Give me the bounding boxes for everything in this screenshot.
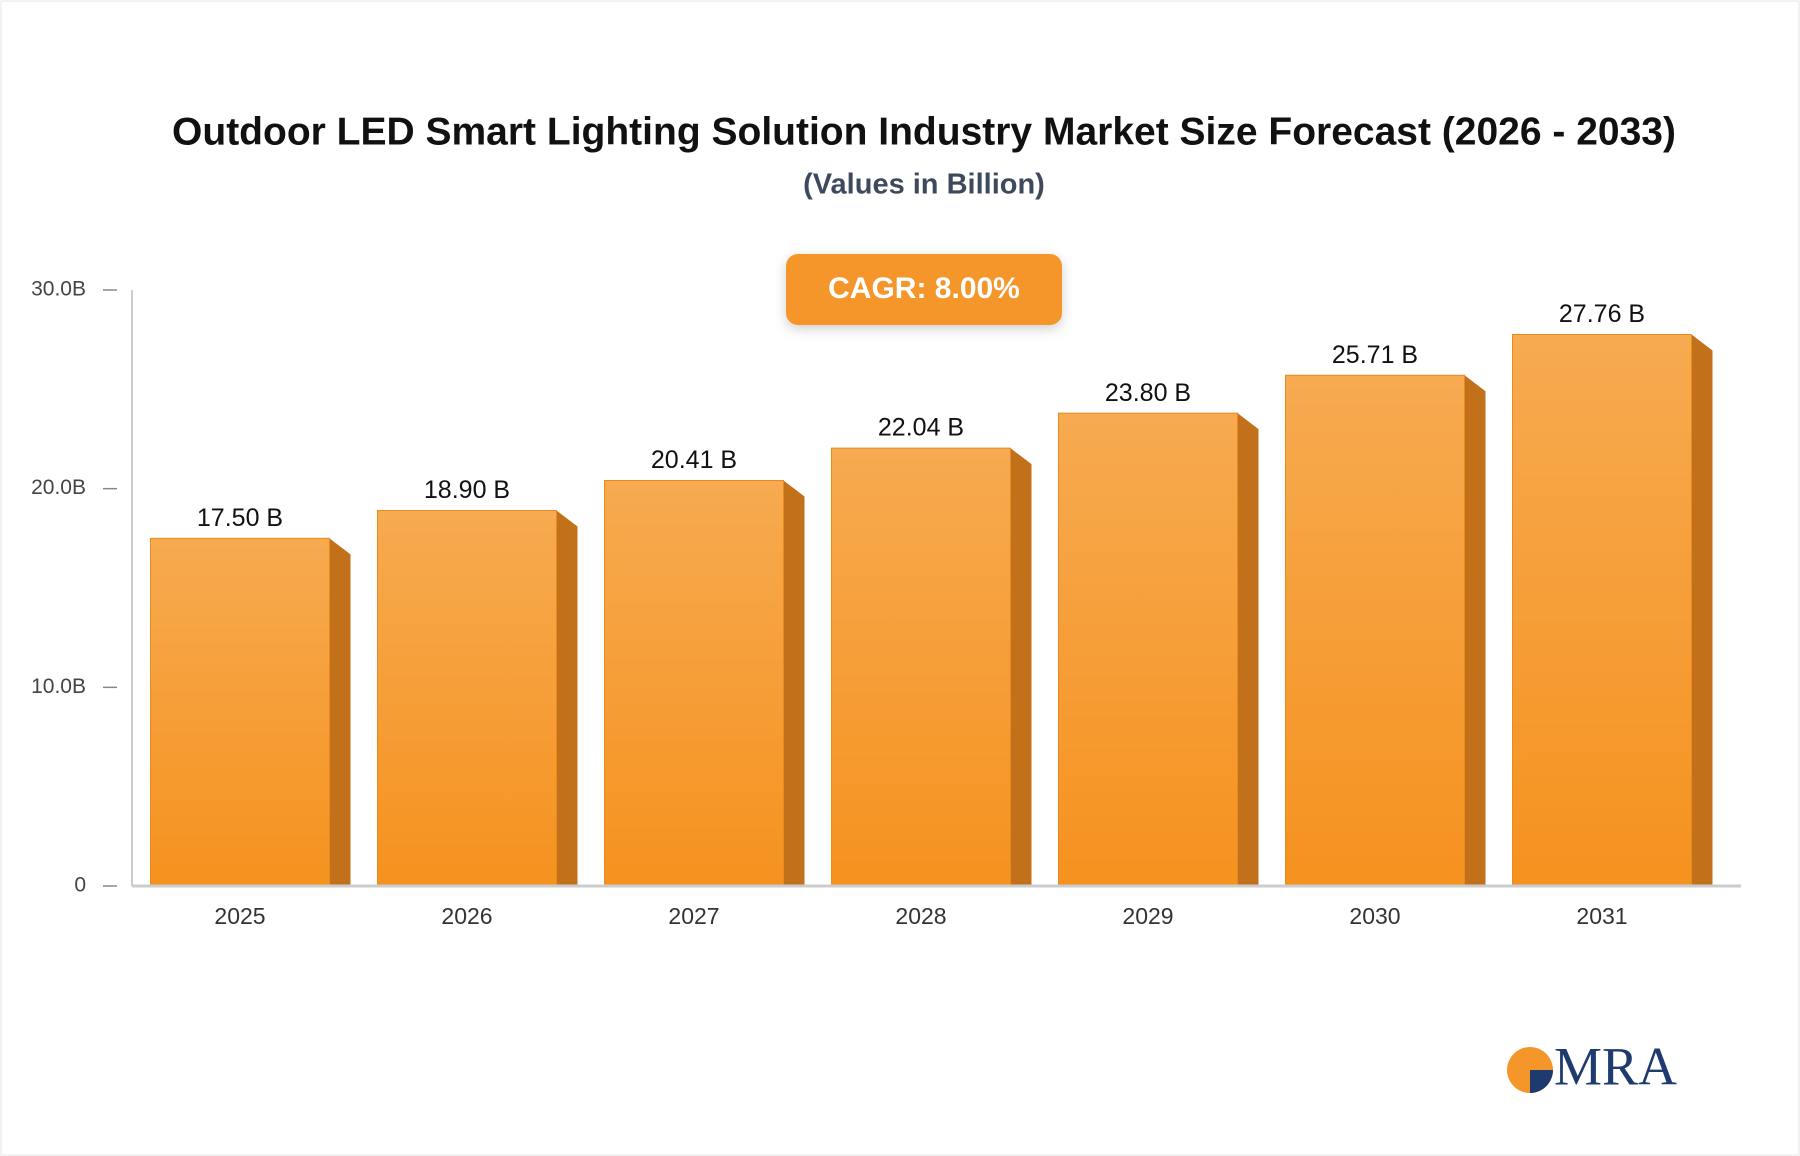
value-label: 22.04 B: [878, 414, 964, 442]
value-label: 18.90 B: [424, 476, 510, 504]
x-tick-label: 2029: [1122, 903, 1173, 929]
bar: [1285, 374, 1465, 887]
bar: [1058, 412, 1238, 887]
value-label: 17.50 B: [197, 504, 283, 532]
y-tick-label: 20.0B: [31, 476, 86, 499]
y-tick-label: 10.0B: [31, 675, 86, 698]
x-tick-label: 2030: [1349, 903, 1400, 929]
chart-title: Outdoor LED Smart Lighting Solution Indu…: [172, 110, 1676, 153]
bar-side: [329, 538, 351, 886]
y-tick-label: 0: [74, 874, 86, 897]
bar-side: [1691, 334, 1713, 886]
bar: [377, 510, 557, 887]
bar-side: [783, 480, 805, 886]
bar-side: [1464, 375, 1486, 886]
bar-side: [1010, 448, 1032, 886]
cagr-text: CAGR: 8.00%: [828, 272, 1020, 305]
logo-icon-part: [1530, 1070, 1553, 1093]
cagr-badge: [786, 254, 1062, 325]
value-label: 23.80 B: [1105, 379, 1191, 407]
bar: [150, 537, 330, 887]
chart-subtitle: (Values in Billion): [803, 169, 1045, 201]
logo-text: MRA: [1554, 1036, 1677, 1096]
value-label: 20.41 B: [651, 446, 737, 474]
x-tick-label: 2027: [668, 903, 719, 929]
bar-side: [556, 510, 578, 886]
x-tick-label: 2031: [1576, 903, 1627, 929]
x-tick-label: 2028: [895, 903, 946, 929]
bar: [831, 447, 1011, 887]
logo: MRA: [1507, 1036, 1677, 1096]
plot: 0 10.0B 20.0B 30.0B 17.50 B 2025 18.90 B 2026 20…: [31, 278, 1741, 929]
bar: [604, 480, 784, 887]
bar: [1512, 334, 1692, 887]
bar-side: [1237, 413, 1259, 886]
value-label: 27.76 B: [1559, 300, 1645, 328]
value-label: 25.71 B: [1332, 341, 1418, 369]
x-tick-label: 2026: [441, 903, 492, 929]
y-tick-label: 30.0B: [31, 278, 86, 301]
x-tick-label: 2025: [214, 903, 265, 929]
